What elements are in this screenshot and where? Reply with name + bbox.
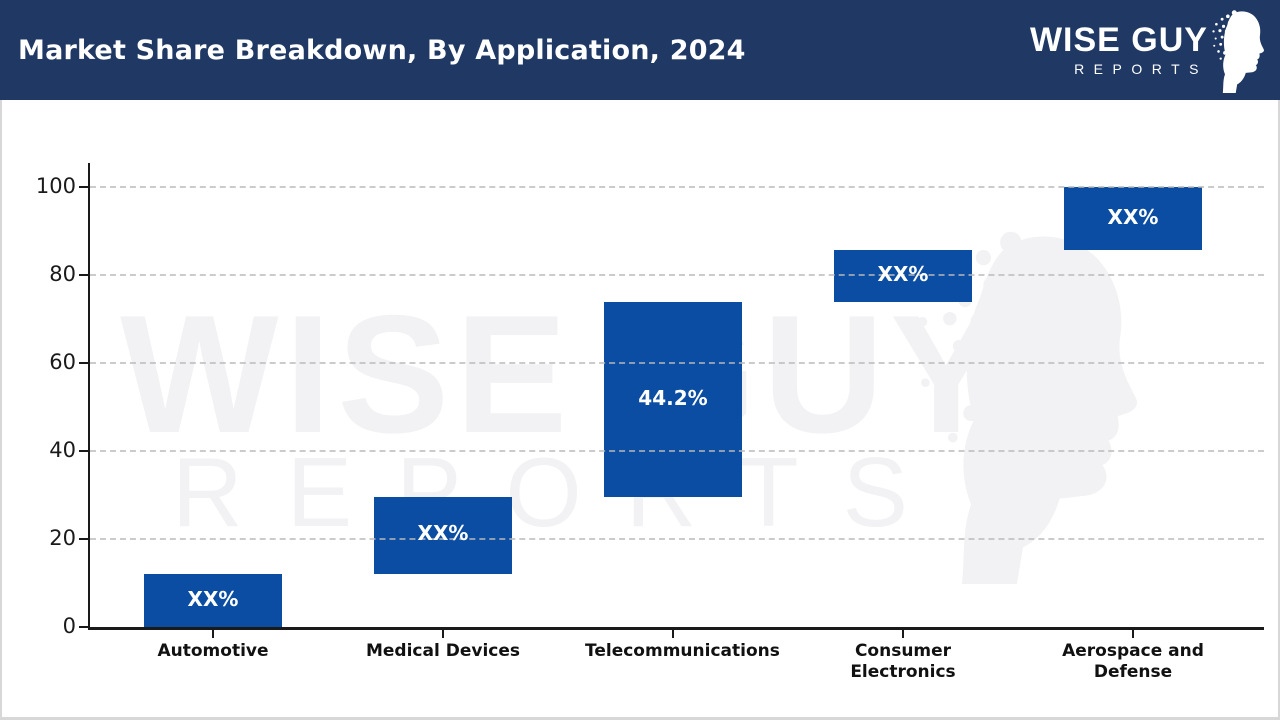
gridline-y-100 — [90, 186, 1264, 188]
bar-automotive — [144, 574, 282, 627]
x-axis-line — [88, 627, 1264, 630]
brand-logo-text: WISE GUY REPORTS — [1029, 21, 1208, 77]
brand-name: WISE GUY — [1029, 21, 1208, 60]
gridline-y-80 — [90, 274, 1264, 276]
y-axis-line — [88, 163, 90, 629]
x-tick-1 — [442, 629, 444, 638]
y-tick-label-60: 60 — [49, 350, 76, 374]
x-category-label: Consumer Electronics — [850, 641, 956, 682]
x-category-label: Automotive — [157, 641, 269, 661]
y-tick-label-100: 100 — [35, 174, 76, 198]
header-bar: Market Share Breakdown, By Application, … — [0, 0, 1280, 100]
y-tick-100 — [79, 186, 88, 188]
x-category-label: Medical Devices — [365, 641, 520, 661]
y-tick-80 — [79, 274, 88, 276]
x-tick-0 — [212, 629, 214, 638]
x-tick-4 — [1132, 629, 1134, 638]
chart-canvas: WISE GUY REPORTS 0 20 40 60 80 100 XX% Automoti… — [0, 100, 1280, 720]
gridline-y-60 — [90, 362, 1264, 364]
brand-subtitle: REPORTS — [1074, 60, 1208, 77]
bar-telecommunications — [604, 302, 742, 497]
bar-value-label: XX% — [1107, 204, 1159, 229]
x-category-label: Telecommunications — [585, 641, 780, 661]
y-tick-20 — [79, 538, 88, 540]
y-tick-40 — [79, 450, 88, 452]
watermark-brand-name: WISE GUY — [120, 280, 1009, 468]
bar-value-label: 44.2% — [638, 385, 708, 410]
gridline-y-20 — [90, 538, 1264, 540]
y-tick-0 — [79, 626, 88, 628]
x-tick-3 — [902, 629, 904, 638]
bar-medical-devices — [374, 496, 512, 575]
y-tick-label-0: 0 — [62, 614, 76, 638]
bar-value-label: XX% — [187, 586, 239, 611]
x-category-label: Aerospace and Defense — [1062, 641, 1204, 682]
x-tick-2 — [672, 629, 674, 638]
bar-value-label: XX% — [417, 521, 469, 546]
y-tick-60 — [79, 362, 88, 364]
y-tick-label-20: 20 — [49, 526, 76, 550]
y-tick-label-80: 80 — [49, 262, 76, 286]
page-title: Market Share Breakdown, By Application, … — [18, 34, 746, 66]
y-tick-label-40: 40 — [49, 438, 76, 462]
brand-logo: WISE GUY REPORTS — [1030, 7, 1280, 93]
watermark-brand-subtitle: REPORTS — [172, 437, 952, 547]
bar-value-label: XX% — [877, 262, 929, 287]
gridline-y-40 — [90, 450, 1264, 452]
